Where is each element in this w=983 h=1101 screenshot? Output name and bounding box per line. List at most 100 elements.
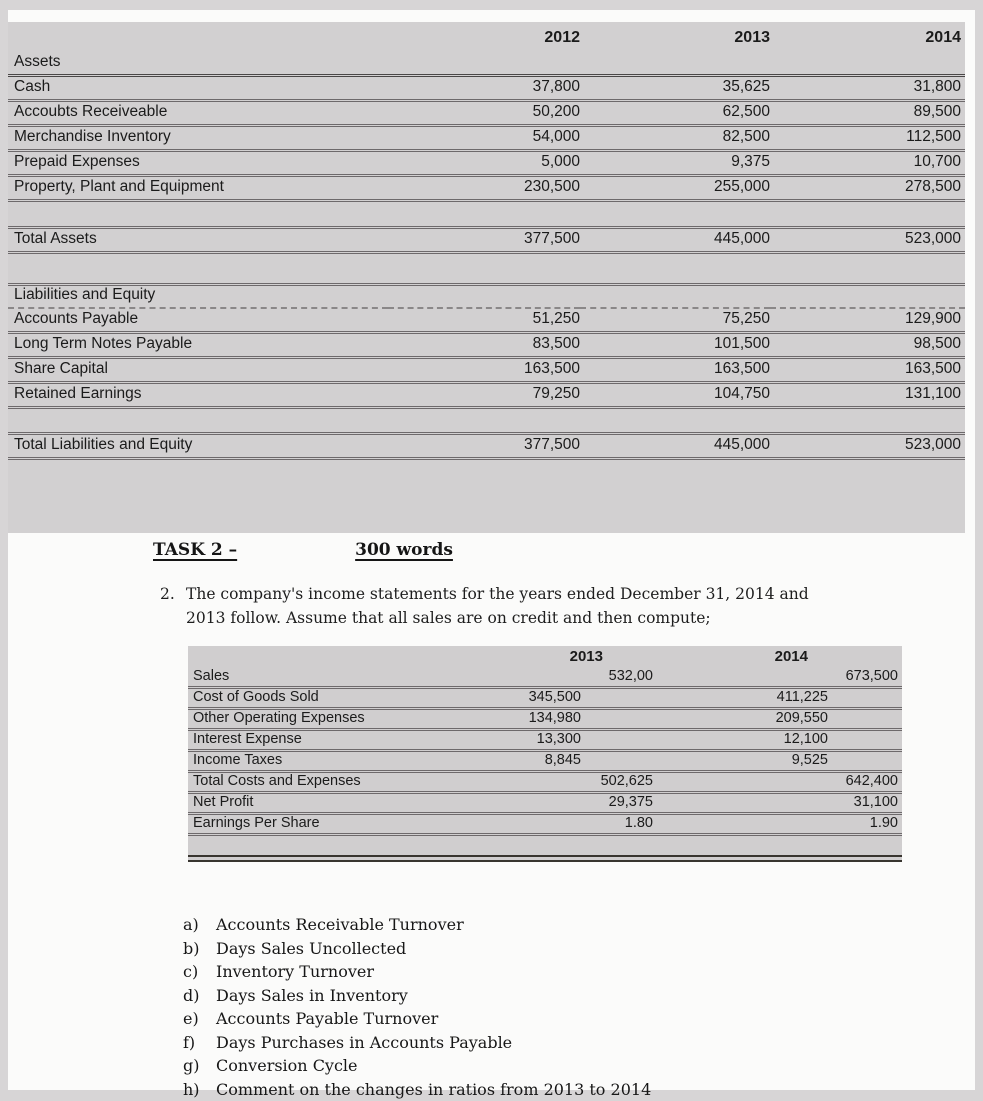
cell-2013: 101,500 bbox=[580, 333, 770, 358]
cell-2014: 278,500 bbox=[770, 175, 965, 200]
total-costs-row: Total Costs and Expenses 502,625 642,400 bbox=[188, 771, 902, 792]
cell-2013-total bbox=[581, 708, 653, 729]
cell-2014: 129,900 bbox=[770, 308, 965, 333]
cell-2014: 163,500 bbox=[770, 358, 965, 383]
cell-2013-detail bbox=[438, 792, 581, 813]
question-text: Days Sales in Inventory bbox=[216, 984, 408, 1008]
question-item: b) Days Sales Uncollected bbox=[183, 937, 651, 961]
table-row: Interest Expense 13,300 12,100 bbox=[188, 729, 902, 750]
table-row: Property, Plant and Equipment 230,500 25… bbox=[8, 175, 965, 200]
table-row: Sales 532,00 673,500 bbox=[188, 667, 902, 687]
cell-2013 bbox=[580, 284, 770, 308]
cell-2014-total bbox=[828, 834, 902, 858]
cell-2014: 523,000 bbox=[770, 227, 965, 252]
cell-2012: 54,000 bbox=[388, 125, 580, 150]
cell-2014: 112,500 bbox=[770, 125, 965, 150]
question-item: e) Accounts Payable Turnover bbox=[183, 1007, 651, 1031]
cell-2014-detail: 12,100 bbox=[653, 729, 828, 750]
cell-2013: 75,250 bbox=[580, 308, 770, 333]
cell-2013: 445,000 bbox=[580, 227, 770, 252]
cell-2013 bbox=[580, 252, 770, 284]
row-label: Long Term Notes Payable bbox=[8, 333, 388, 358]
cell-2013: 82,500 bbox=[580, 125, 770, 150]
cell-2012 bbox=[388, 200, 580, 227]
cell-2013: 163,500 bbox=[580, 358, 770, 383]
question-text: Days Sales Uncollected bbox=[216, 937, 406, 961]
row-label: Share Capital bbox=[8, 358, 388, 383]
total-liabilities-row: Total Liabilities and Equity 377,500 445… bbox=[8, 434, 965, 459]
cell-2013-total bbox=[581, 834, 653, 858]
section-row-assets: Assets bbox=[8, 52, 965, 75]
question-text: Days Purchases in Accounts Payable bbox=[216, 1031, 512, 1055]
question-item: a) Accounts Receivable Turnover bbox=[183, 913, 651, 937]
cell-2013-detail: 8,845 bbox=[438, 750, 581, 771]
question-text: Comment on the changes in ratios from 20… bbox=[216, 1078, 651, 1101]
task-item-text: The company's income statements for the … bbox=[186, 582, 809, 630]
row-label bbox=[8, 252, 388, 284]
cell-2013: 35,625 bbox=[580, 75, 770, 100]
blank-row bbox=[8, 252, 965, 284]
cell-2014: 98,500 bbox=[770, 333, 965, 358]
task-item: 2. The company's income statements for t… bbox=[160, 582, 809, 630]
row-label: Interest Expense bbox=[188, 729, 438, 750]
cell-2013: 104,750 bbox=[580, 383, 770, 408]
table-row: Share Capital 163,500 163,500 163,500 bbox=[8, 358, 965, 383]
cell-2013-detail bbox=[438, 667, 581, 687]
task-heading-words: 300 words bbox=[355, 540, 453, 560]
cell-2014: 10,700 bbox=[770, 150, 965, 175]
cell-2013-detail: 13,300 bbox=[438, 729, 581, 750]
row-label: Cost of Goods Sold bbox=[188, 687, 438, 708]
question-letter: e) bbox=[183, 1007, 216, 1031]
cell-2014: 131,100 bbox=[770, 383, 965, 408]
cell-2014-detail bbox=[653, 813, 828, 834]
cell-2014 bbox=[770, 284, 965, 308]
row-label: Income Taxes bbox=[188, 750, 438, 771]
cell-2014 bbox=[770, 52, 965, 75]
cell-2014-total bbox=[828, 729, 902, 750]
income-statement-table: 2013 2014 Sales 532,00 673,500 Cost of G… bbox=[188, 646, 902, 862]
table-row: Accoubts Receiveable 50,200 62,500 89,50… bbox=[8, 100, 965, 125]
question-letter: c) bbox=[183, 960, 216, 984]
question-text: Accounts Payable Turnover bbox=[216, 1007, 438, 1031]
questions-list: a) Accounts Receivable Turnover b) Days … bbox=[183, 913, 651, 1101]
year-header-2012: 2012 bbox=[388, 22, 580, 52]
row-label: Total Liabilities and Equity bbox=[8, 434, 388, 459]
year-header-2013: 2013 bbox=[438, 646, 653, 667]
blank-row bbox=[8, 200, 965, 227]
cell-2013-detail: 134,980 bbox=[438, 708, 581, 729]
table-row: Retained Earnings 79,250 104,750 131,100 bbox=[8, 383, 965, 408]
cell-2014-detail bbox=[653, 792, 828, 813]
question-item: g) Conversion Cycle bbox=[183, 1054, 651, 1078]
question-item: c) Inventory Turnover bbox=[183, 960, 651, 984]
row-label: Accounts Payable bbox=[8, 308, 388, 333]
cell-2014-total: 1.90 bbox=[828, 813, 902, 834]
row-label: Prepaid Expenses bbox=[8, 150, 388, 175]
year-header-2013: 2013 bbox=[580, 22, 770, 52]
table-row: Cash 37,800 35,625 31,800 bbox=[8, 75, 965, 100]
question-item: h) Comment on the changes in ratios from… bbox=[183, 1078, 651, 1101]
cell-2014: 89,500 bbox=[770, 100, 965, 125]
row-label: Total Assets bbox=[8, 227, 388, 252]
balance-sheet-block: 2012 2013 2014 Assets Cash 37,800 35,625… bbox=[8, 22, 965, 533]
header-spacer bbox=[188, 646, 438, 667]
row-label: Cash bbox=[8, 75, 388, 100]
income-statement-block: 2013 2014 Sales 532,00 673,500 Cost of G… bbox=[188, 646, 902, 862]
table-row: Merchandise Inventory 54,000 82,500 112,… bbox=[8, 125, 965, 150]
row-label: Net Profit bbox=[188, 792, 438, 813]
question-letter: f) bbox=[183, 1031, 216, 1055]
cell-2014-detail: 411,225 bbox=[653, 687, 828, 708]
question-letter: b) bbox=[183, 937, 216, 961]
table-row: Long Term Notes Payable 83,500 101,500 9… bbox=[8, 333, 965, 358]
table-row: Other Operating Expenses 134,980 209,550 bbox=[188, 708, 902, 729]
cell-2014: 523,000 bbox=[770, 434, 965, 459]
section-label: Liabilities and Equity bbox=[8, 284, 388, 308]
table-header-row: 2013 2014 bbox=[188, 646, 902, 667]
cell-2012: 51,250 bbox=[388, 308, 580, 333]
section-row-liabilities: Liabilities and Equity bbox=[8, 284, 965, 308]
question-letter: h) bbox=[183, 1078, 216, 1101]
table-row: Income Taxes 8,845 9,525 bbox=[188, 750, 902, 771]
row-label: Other Operating Expenses bbox=[188, 708, 438, 729]
header-spacer bbox=[8, 22, 388, 52]
question-text: Conversion Cycle bbox=[216, 1054, 358, 1078]
cell-2013-total bbox=[581, 750, 653, 771]
